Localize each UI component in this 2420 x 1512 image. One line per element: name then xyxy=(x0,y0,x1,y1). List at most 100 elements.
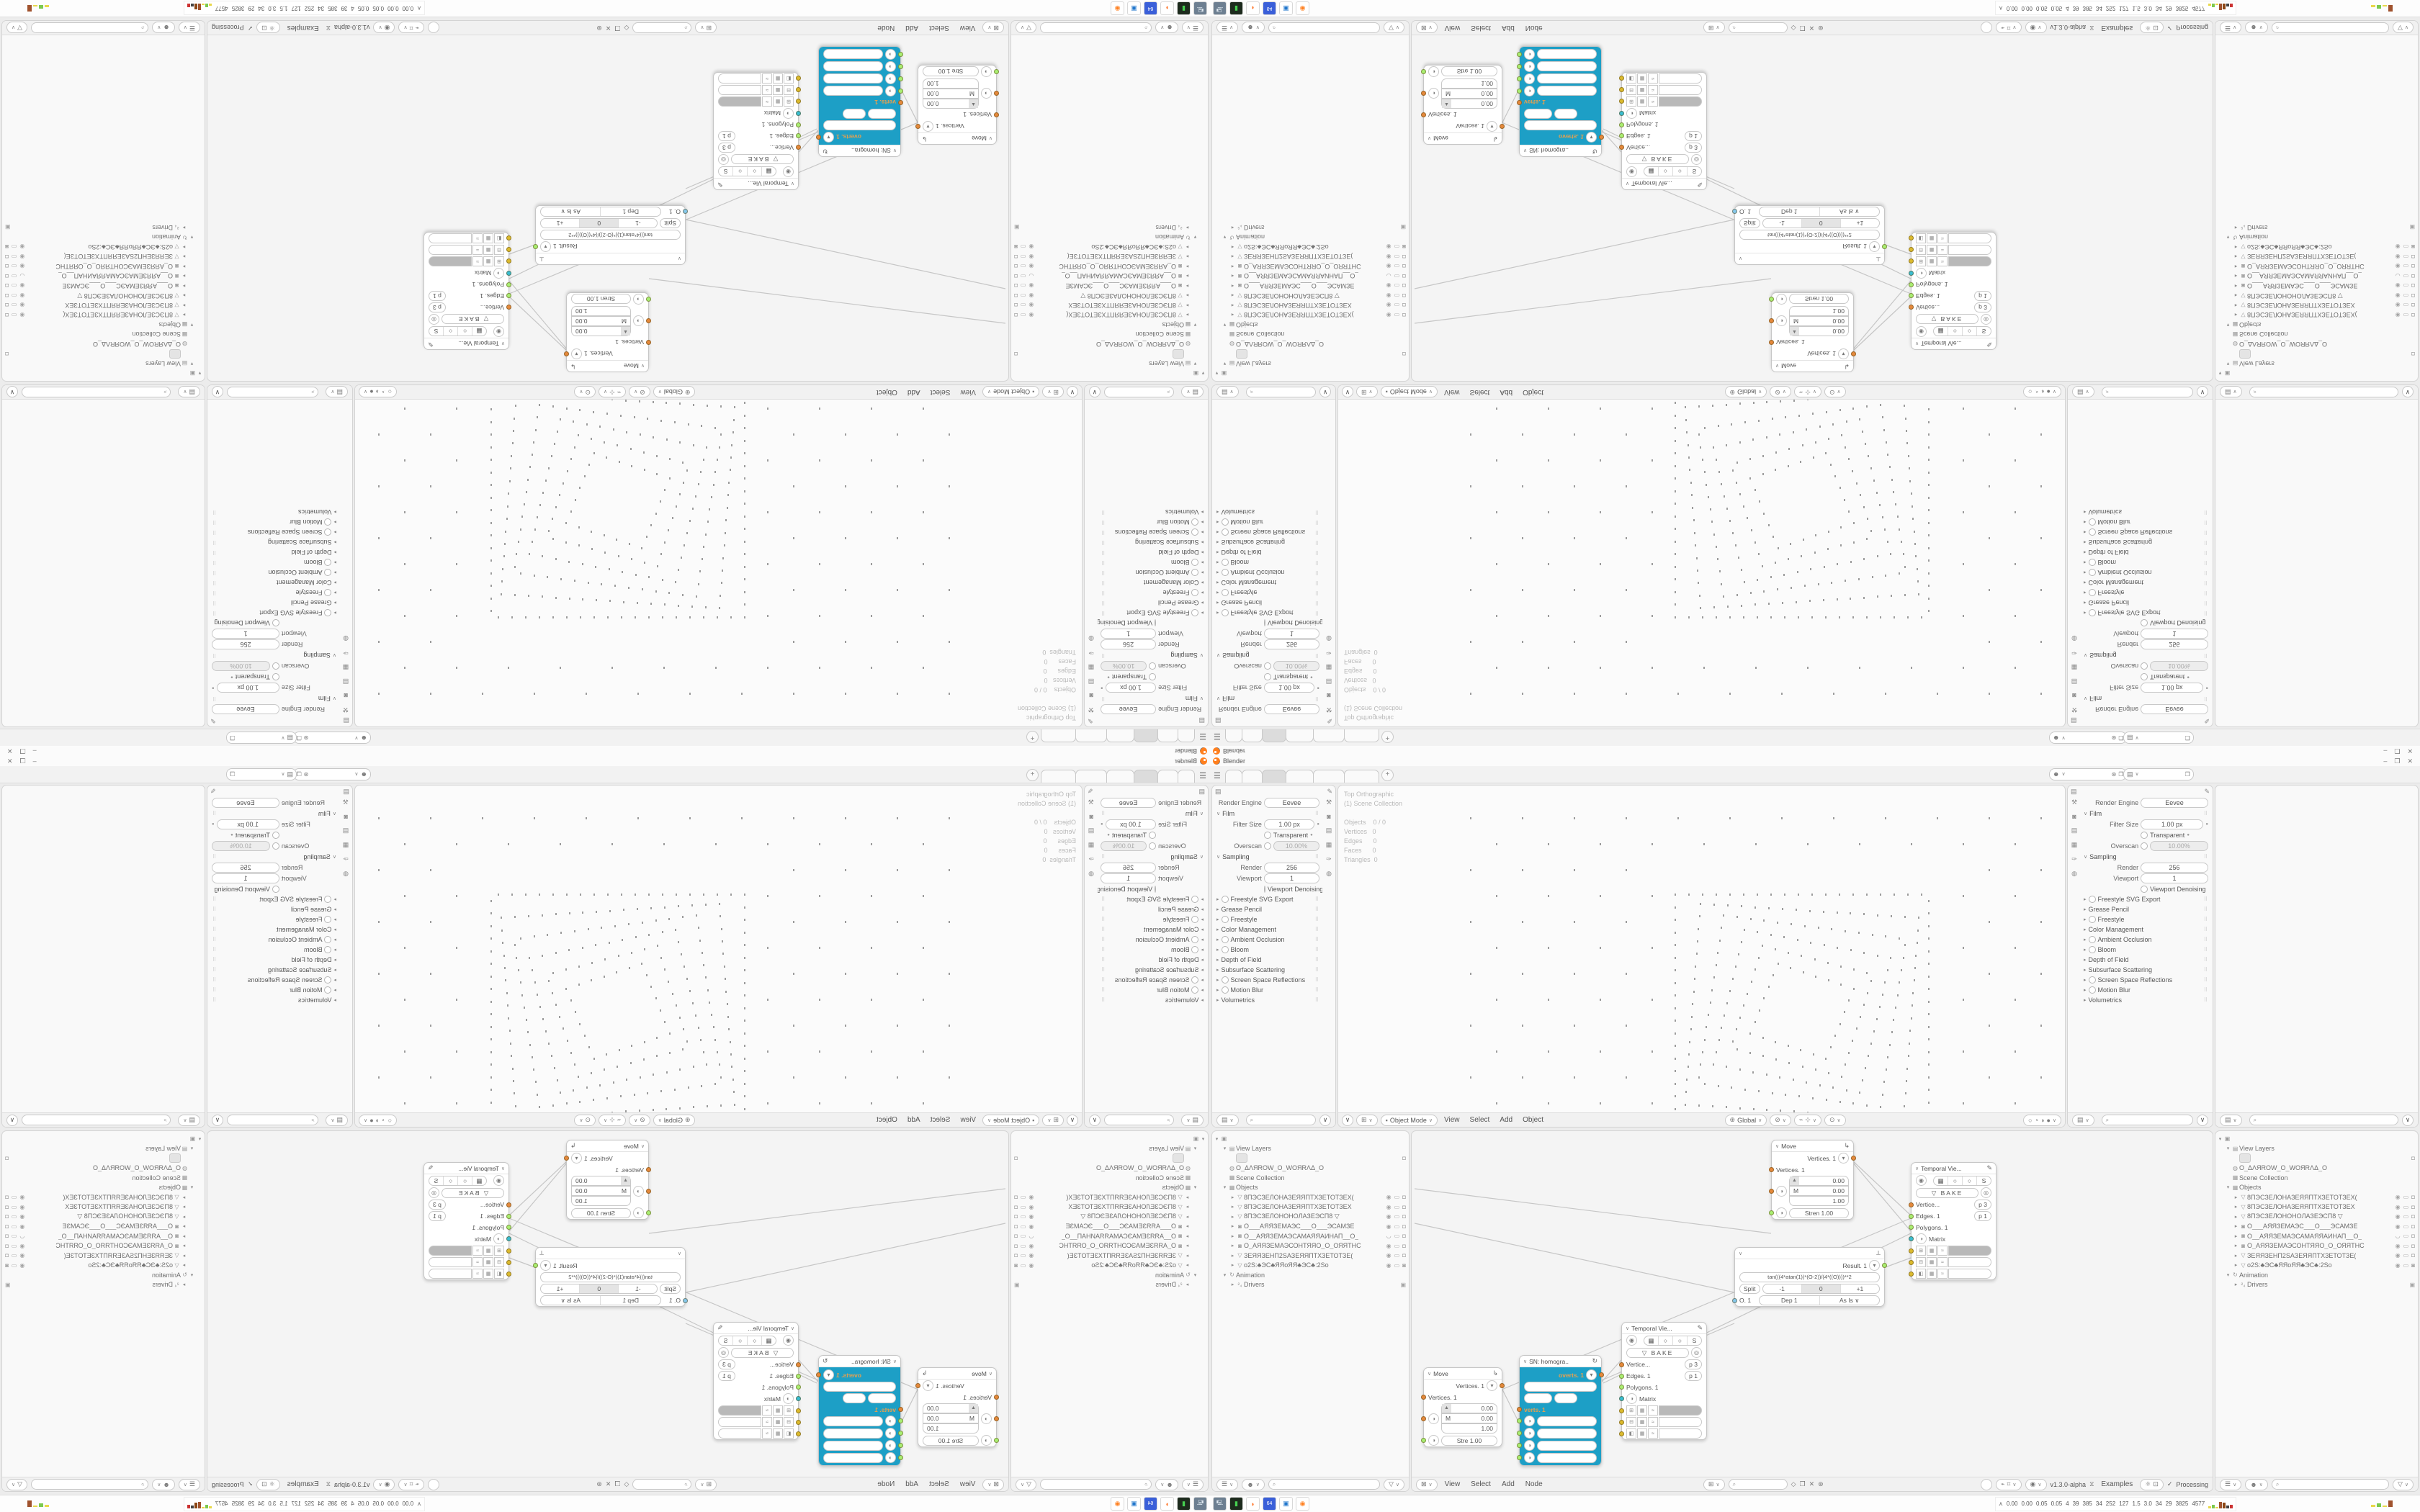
display-option[interactable]: ○ xyxy=(747,1336,761,1345)
checkbox[interactable] xyxy=(2141,619,2148,627)
toggle-field[interactable] xyxy=(1948,1257,1991,1267)
node-header[interactable]: ∨ ⟂ xyxy=(1735,253,1884,264)
outliner-row[interactable]: ▸ ◙ O_АЯЯЗЕМАЭСОНТЯЯO_O_ОЯЯТНС ◉ ▭ ◘ xyxy=(4,261,203,271)
properties-tab-icon[interactable]: ⚒ xyxy=(342,798,349,806)
node-socket-s-orange[interactable] xyxy=(994,1395,999,1400)
node-temporal[interactable]: ∨ Temporal Vie... ✎ ◉ ▦ ○ ○ S ▽ BAKE ◎ Vertice... p… xyxy=(1909,232,1996,350)
properties-tab-icon[interactable]: ◍ xyxy=(1326,635,1332,642)
caret-icon[interactable]: ▾ xyxy=(2226,1185,2230,1191)
section-header[interactable]: ∨ Film ⠿ xyxy=(1214,693,1322,704)
node-socket-s-orange[interactable] xyxy=(1851,1156,1856,1161)
outliner-row[interactable]: ▸ ◙ O_АЯЯЗЕМАЭСОНТЯЯO_O_ОЯЯТНС ◉ ▭ ◘ xyxy=(2217,1241,2416,1251)
node-header[interactable]: ∨ Temporal Vie... ✎ xyxy=(424,338,508,349)
caret-icon[interactable]: ▸ xyxy=(182,312,186,318)
toggle-icon[interactable]: ◡ xyxy=(1028,1233,1034,1240)
checkbox[interactable] xyxy=(272,619,279,627)
toggle-icon[interactable]: ◘ xyxy=(1014,1203,1018,1210)
outliner-row[interactable]: ▸ ▽ 8ПЭСЗЕЛОНОНОЛАЗЕЭСП8 ▽ ◉ ▭ ◘ xyxy=(1013,1212,1206,1222)
prop-value-field[interactable]: 1 xyxy=(2141,873,2208,883)
outliner-row[interactable]: ▾ ▦ Objects xyxy=(4,1183,203,1193)
checkbox[interactable] xyxy=(1221,518,1229,526)
editor-type-button[interactable]: ▤ ∨ xyxy=(178,386,200,398)
caret-icon[interactable]: ▸ xyxy=(2234,1243,2238,1249)
caret-icon[interactable]: ▸ xyxy=(1231,1214,1234,1220)
collapsed-panel[interactable]: ▸ Ambient Occlusion ⠿ xyxy=(2081,567,2211,577)
node-socket-s-lgreen[interactable] xyxy=(1619,122,1624,127)
toggle-field[interactable] xyxy=(718,1428,761,1439)
collapsed-panel[interactable]: ▸ Bloom ⠿ xyxy=(2081,557,2211,567)
node-socket-s-orange[interactable] xyxy=(1769,1188,1774,1194)
node-header[interactable]: ∨ Move ↳ xyxy=(1772,360,1853,372)
outliner-row[interactable]: ▸ ▽ 8ПЭСЗЕЛОНАЗЕЯЯПТХЗЕТОТЗЕХ(◉ ▭ ◘ xyxy=(2217,1192,2416,1202)
curve-toggle-icon[interactable]: ≈ xyxy=(762,73,772,84)
collapsed-panel[interactable]: ▸ Ambient Occlusion ⠿ xyxy=(1098,567,1206,577)
list-toggle-icon[interactable]: ▦ xyxy=(773,1417,783,1427)
grid-toggle-icon[interactable]: ◧ xyxy=(494,233,504,243)
caret-icon[interactable]: ▸ xyxy=(1231,1205,1234,1210)
toggle-icon[interactable]: ▭ xyxy=(1394,1233,1400,1240)
checkbox[interactable] xyxy=(1221,589,1229,596)
node-header[interactable]: ∨ ⟂ xyxy=(1735,1248,1884,1259)
expand-button[interactable]: ◑ xyxy=(1524,86,1535,96)
section-header[interactable]: ∨ Sampling ⠿ xyxy=(209,650,339,661)
display-option[interactable]: ○ xyxy=(747,167,761,176)
section-header[interactable]: ∨ Film ⠿ xyxy=(1098,808,1206,819)
toggle-icon[interactable]: ◘ xyxy=(1014,1223,1018,1230)
expand-button[interactable]: ◑ xyxy=(1776,1207,1787,1218)
seg-option[interactable]: 0 xyxy=(1801,1284,1841,1293)
footer-tool-icon-3[interactable]: ⊛ xyxy=(596,1480,602,1488)
node-header[interactable]: ∨ Temporal Vie... ✎ xyxy=(714,1323,798,1334)
reload-button[interactable]: Reload xyxy=(1524,1393,1552,1403)
collapsed-panel[interactable]: ▸ Freestyle ⠿ xyxy=(1098,914,1206,924)
properties-tab-icon[interactable]: ▤ xyxy=(1088,678,1095,685)
maximize-button[interactable]: ❐ xyxy=(2394,757,2401,765)
properties-tab-icon[interactable]: ▤ xyxy=(1325,827,1332,834)
outliner-row[interactable]: ▸ ▽ 8ПЭСЗЕЛОНАЗЕЯЯПТХЗЕТОТЗЕХ(◉ ▭ ◘ xyxy=(1013,310,1206,320)
toggle-icon[interactable]: ▭ xyxy=(11,302,17,309)
grid-toggle-icon[interactable]: ⊟ xyxy=(1626,1417,1636,1427)
caret-icon[interactable]: ▾ xyxy=(1215,1136,1219,1142)
proportional-dropdown[interactable]: ⊙ ∨ xyxy=(1824,1114,1846,1126)
collapsed-panel[interactable]: ▸ Screen Space Reflections ⠿ xyxy=(209,975,339,985)
prop-value-field[interactable]: 1 xyxy=(1263,873,1319,883)
node-socket-s-lgreen[interactable] xyxy=(898,1455,903,1460)
collapse-button[interactable]: ∨ xyxy=(2197,386,2208,398)
param-field[interactable]: scal 1.00 xyxy=(1537,49,1597,60)
caret-icon[interactable]: ▾ xyxy=(2218,370,2222,376)
node-socket-s-orange[interactable] xyxy=(898,1407,903,1412)
toggle-icon[interactable]: ◘ xyxy=(2411,253,2415,260)
enum-button[interactable]: ▾ xyxy=(571,1153,582,1164)
node-temporal[interactable]: ∨ Temporal Vie... ✎ ◉ ▦ ○ ○ S ▽ BAKE ◎ Vertice... p… xyxy=(713,1322,801,1440)
add-tab-button[interactable]: + xyxy=(1026,769,1039,781)
collapsed-panel[interactable]: ▸ Freestyle ⠿ xyxy=(2081,588,2211,598)
collapse-button[interactable]: ∨ xyxy=(1089,1114,1101,1126)
strength-field[interactable]: Stre 1.00 xyxy=(923,66,979,77)
toggle-icon[interactable]: ▭ xyxy=(1020,1242,1026,1249)
properties-tab-icon[interactable]: ◙ xyxy=(344,813,348,820)
curve-toggle-icon[interactable]: ≈ xyxy=(472,245,483,255)
outliner-row[interactable]: ▸ ▽ ЗЕЯЯЗЕНП2ЅАЗЕЯЯПТХЗЕТОТЗЕ(◉ ▭ ◘ xyxy=(1013,1251,1206,1261)
collapsed-panel[interactable]: ▸ Motion Blur ⠿ xyxy=(2081,517,2211,527)
checkbox[interactable] xyxy=(272,662,279,670)
collapsed-panel[interactable]: ▸ Depth of Field ⠿ xyxy=(209,547,339,557)
toggle-icon[interactable]: ◉ xyxy=(1386,1242,1392,1249)
collapsed-panel[interactable]: ▸ Subsurface Scattering ⠿ xyxy=(1098,537,1206,547)
properties-tab-icon[interactable]: ◙ xyxy=(1327,813,1331,820)
formula-field[interactable]: tan(((4*atan(1))*(O-2))/(4*((O))))**2 xyxy=(540,230,681,240)
properties-tab-icon[interactable]: ▤ xyxy=(1088,827,1095,834)
node-socket-s-yellow[interactable] xyxy=(1909,1248,1914,1254)
toggle-icon[interactable]: ◉ xyxy=(1028,1213,1034,1220)
list-toggle-icon[interactable]: ▦ xyxy=(1927,1246,1937,1256)
expand-button[interactable]: ◑ xyxy=(1776,294,1787,305)
collapsed-panel[interactable]: ▸ Volumetrics ⠿ xyxy=(2081,507,2211,517)
display-option[interactable]: S xyxy=(1692,1336,1697,1344)
checkbox[interactable] xyxy=(1191,569,1199,576)
toggle-icon[interactable]: ◘ xyxy=(2411,1194,2415,1201)
caret-icon[interactable]: ▾ xyxy=(1193,1146,1197,1152)
toggle-icon[interactable]: ◉ xyxy=(2395,1252,2401,1259)
toggle-field[interactable] xyxy=(1948,245,1991,255)
caret-icon[interactable]: ▸ xyxy=(1186,1253,1189,1259)
curve-toggle-icon[interactable]: ≈ xyxy=(472,1269,483,1279)
caret-icon[interactable]: ▾ xyxy=(1223,234,1227,240)
workspace-tab-0[interactable] xyxy=(1178,729,1196,742)
